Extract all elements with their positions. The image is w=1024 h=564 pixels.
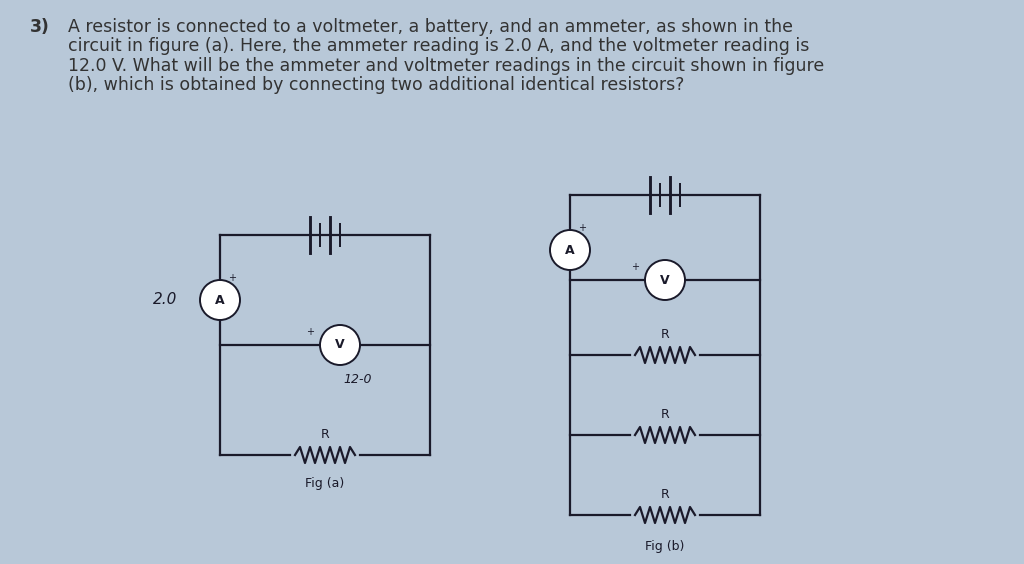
Text: +: + [631,262,639,272]
Text: A: A [565,244,574,257]
Text: 2.0: 2.0 [153,293,177,307]
Circle shape [550,230,590,270]
Text: Fig (a): Fig (a) [305,477,345,490]
Text: V: V [660,274,670,287]
Text: (b), which is obtained by connecting two additional identical resistors?: (b), which is obtained by connecting two… [68,76,684,94]
Text: +: + [228,273,236,283]
Text: A: A [215,293,225,306]
Text: 12-0: 12-0 [344,373,373,386]
Text: 3): 3) [30,18,50,36]
Text: +: + [306,327,314,337]
Circle shape [200,280,240,320]
Text: V: V [335,338,345,351]
Text: R: R [660,328,670,341]
Circle shape [645,260,685,300]
Circle shape [319,325,360,365]
Text: R: R [660,488,670,501]
Text: Fig (b): Fig (b) [645,540,685,553]
Text: A resistor is connected to a voltmeter, a battery, and an ammeter, as shown in t: A resistor is connected to a voltmeter, … [68,18,793,36]
Text: R: R [321,428,330,441]
Text: 12.0 V. What will be the ammeter and voltmeter readings in the circuit shown in : 12.0 V. What will be the ammeter and vol… [68,57,824,75]
Text: +: + [578,223,586,233]
Text: R: R [660,408,670,421]
Text: circuit in figure (a). Here, the ammeter reading is 2.0 A, and the voltmeter rea: circuit in figure (a). Here, the ammeter… [68,37,809,55]
